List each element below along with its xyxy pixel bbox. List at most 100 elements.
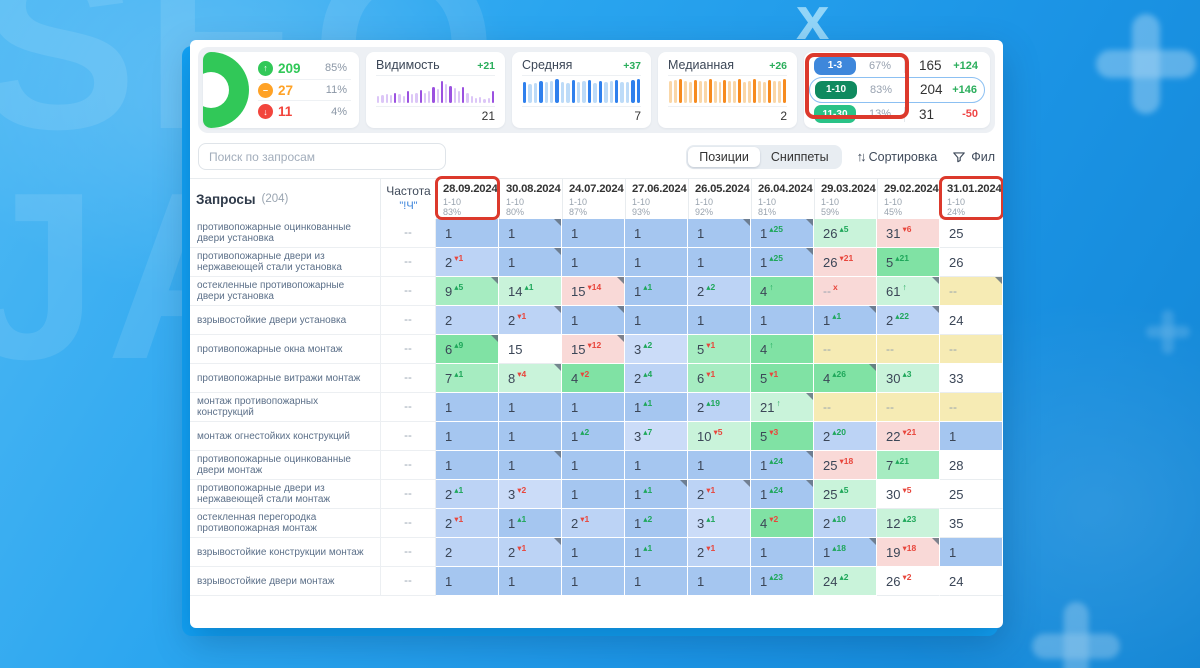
position-cell[interactable]: 1: [436, 567, 499, 596]
position-cell[interactable]: --: [814, 335, 877, 364]
query-link[interactable]: монтаж противопожарных конструкций: [190, 393, 380, 422]
query-link[interactable]: остекленная перегородка противопожарная …: [190, 509, 380, 538]
position-cell[interactable]: 61 ↑: [877, 277, 940, 306]
position-cell[interactable]: 28: [940, 451, 1003, 480]
position-cell[interactable]: 2 ▾1: [436, 248, 499, 277]
position-cell[interactable]: 4 ▾2: [562, 364, 625, 393]
position-cell[interactable]: --: [940, 277, 1003, 306]
position-cell[interactable]: 2 ▴2: [688, 277, 751, 306]
position-cell[interactable]: 12 ▴23: [877, 509, 940, 538]
position-cell[interactable]: 1: [562, 567, 625, 596]
position-cell[interactable]: 1: [562, 219, 625, 248]
query-link[interactable]: противопожарные двери из нержавеющей ста…: [190, 248, 380, 277]
position-cell[interactable]: 2 ▴20: [814, 422, 877, 451]
position-cell[interactable]: 25 ▾18: [814, 451, 877, 480]
date-column-header[interactable]: 24.07.2024 1-10 87%: [562, 179, 625, 219]
position-cell[interactable]: 1: [751, 538, 814, 567]
position-cell[interactable]: 1: [688, 306, 751, 335]
position-cell[interactable]: 1 ▴25: [751, 219, 814, 248]
date-column-header[interactable]: 27.06.2024 1-10 93%: [625, 179, 688, 219]
position-cell[interactable]: 2 ▴10: [814, 509, 877, 538]
position-cell[interactable]: 3 ▾2: [499, 480, 562, 509]
position-cell[interactable]: 1: [499, 219, 562, 248]
position-cell[interactable]: 1 ▴18: [814, 538, 877, 567]
position-cell[interactable]: 1 ▴1: [814, 306, 877, 335]
query-link[interactable]: противопожарные витражи монтаж: [190, 364, 380, 393]
position-cell[interactable]: --: [940, 335, 1003, 364]
date-column-header[interactable]: 28.09.2024 1-10 83%: [435, 176, 500, 220]
position-cell[interactable]: 1: [562, 248, 625, 277]
position-cell[interactable]: 3 ▴1: [688, 509, 751, 538]
position-cell[interactable]: 9 ▴5: [436, 277, 499, 306]
position-cell[interactable]: 5 ▾1: [751, 364, 814, 393]
position-cell[interactable]: 1: [562, 393, 625, 422]
position-cell[interactable]: 1: [499, 248, 562, 277]
position-cell[interactable]: 1: [499, 393, 562, 422]
position-cell[interactable]: --: [940, 393, 1003, 422]
position-cell[interactable]: 4 ↑: [751, 277, 814, 306]
position-cell[interactable]: 14 ▴1: [499, 277, 562, 306]
position-cell[interactable]: 26: [940, 248, 1003, 277]
position-cell[interactable]: 1 ▴2: [562, 422, 625, 451]
position-cell[interactable]: 15 ▾12: [562, 335, 625, 364]
position-cell[interactable]: 2 ▾1: [562, 509, 625, 538]
median-sparkline-card[interactable]: Медианная +26 2: [658, 52, 797, 128]
position-cell[interactable]: 2 ▾1: [436, 509, 499, 538]
position-cell[interactable]: 1: [688, 248, 751, 277]
position-cell[interactable]: 6 ▾1: [688, 364, 751, 393]
average-sparkline-card[interactable]: Средняя +37 7: [512, 52, 651, 128]
tab-positions[interactable]: Позиции: [688, 146, 760, 167]
position-cell[interactable]: 4 ↑: [751, 335, 814, 364]
frequency-type-selector[interactable]: "!Ч": [399, 200, 418, 212]
position-cell[interactable]: 15: [499, 335, 562, 364]
position-cell[interactable]: 6 ▴9: [436, 335, 499, 364]
legend-row-down[interactable]: ↓ 11 4%: [258, 100, 351, 122]
position-cell[interactable]: 3 ▴2: [625, 335, 688, 364]
position-cell[interactable]: 2 ▾1: [499, 538, 562, 567]
date-column-header[interactable]: 26.05.2024 1-10 92%: [688, 179, 751, 219]
queries-header[interactable]: Запросы (204): [196, 191, 289, 207]
date-column-header[interactable]: 29.02.2024 1-10 45%: [877, 179, 940, 219]
filter-button[interactable]: Фил: [952, 150, 995, 164]
query-link[interactable]: противопожарные оцинкованные двери устан…: [190, 219, 380, 248]
position-cell[interactable]: 25 ▴5: [814, 480, 877, 509]
position-cell[interactable]: 1: [499, 422, 562, 451]
visibility-sparkline-card[interactable]: Видимость +21 21: [366, 52, 505, 128]
position-cell[interactable]: 26 ▾21: [814, 248, 877, 277]
position-cell[interactable]: 1: [562, 480, 625, 509]
position-cell[interactable]: --: [877, 393, 940, 422]
position-cell[interactable]: 30 ▾5: [877, 480, 940, 509]
position-cell[interactable]: 2: [436, 306, 499, 335]
position-cell[interactable]: 5 ▾3: [751, 422, 814, 451]
position-cell[interactable]: --: [877, 335, 940, 364]
position-cell[interactable]: 1 ▴24: [751, 480, 814, 509]
position-cell[interactable]: 15 ▾14: [562, 277, 625, 306]
position-cell[interactable]: 31 ▾6: [877, 219, 940, 248]
position-cell[interactable]: 1: [688, 451, 751, 480]
position-cell[interactable]: 7 ▴21: [877, 451, 940, 480]
position-cell[interactable]: 1: [436, 422, 499, 451]
position-cell[interactable]: 1: [940, 538, 1003, 567]
position-cell[interactable]: 1 ▴1: [625, 538, 688, 567]
position-cell[interactable]: 1: [562, 306, 625, 335]
position-cell[interactable]: 1: [751, 306, 814, 335]
position-cell[interactable]: 1: [625, 306, 688, 335]
position-cell[interactable]: 24 ▴2: [814, 567, 877, 596]
search-input[interactable]: [198, 143, 446, 170]
position-cell[interactable]: 33: [940, 364, 1003, 393]
date-column-header[interactable]: 26.04.2024 1-10 81%: [751, 179, 814, 219]
legend-row-flat[interactable]: –27 11%: [258, 78, 351, 101]
query-link[interactable]: взрывостойкие двери установка: [190, 306, 380, 335]
position-cell[interactable]: 1: [562, 451, 625, 480]
query-link[interactable]: противопожарные окна монтаж: [190, 335, 380, 364]
date-column-header[interactable]: 29.03.2024 1-10 59%: [814, 179, 877, 219]
position-cell[interactable]: 3 ▴7: [625, 422, 688, 451]
position-cell[interactable]: 2 ▾1: [499, 306, 562, 335]
bucket-row-11-30[interactable]: 11-30 13% 31 -50: [809, 103, 985, 126]
position-cell[interactable]: 21 ↑: [751, 393, 814, 422]
position-cell[interactable]: 1 ▴23: [751, 567, 814, 596]
legend-row-up[interactable]: ↑ 209 85%: [258, 58, 351, 79]
position-cell[interactable]: 25: [940, 219, 1003, 248]
sort-button[interactable]: ↑↓ Сортировка: [856, 149, 938, 164]
position-cell[interactable]: 2 ▴1: [436, 480, 499, 509]
